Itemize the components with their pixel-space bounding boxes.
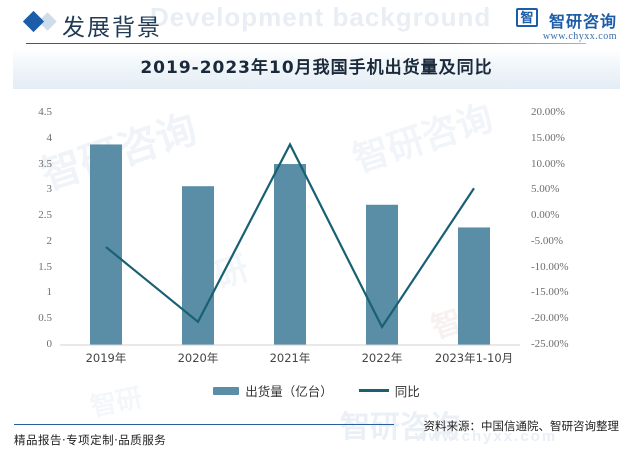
legend-line-swatch-icon [358,389,389,392]
page-title: 发展背景 [62,15,162,41]
footer-source: 资料来源：中国信通院、智研咨询整理 [423,419,620,433]
chart-svg [60,142,520,346]
footer-slogan: 精品报告·专项定制·品质服务 [14,433,167,447]
diamond-bullet-icon [22,10,45,33]
y-left-tick-4.5: 4.5 [38,106,52,118]
bar-2023年1-10月 [458,227,490,345]
y-left-tick-1: 1 [46,286,53,299]
chart-title-band [13,48,620,89]
y-right-tick--10.00%: -10.00% [531,260,569,273]
y-left-tick-1.5: 1.5 [38,260,52,273]
brand-url: www.chyxx.com [542,31,617,42]
x-axis-label-2019年: 2019年 [85,351,127,365]
x-axis-label-2020年: 2020年 [177,351,219,365]
legend-item-bar[interactable]: 出货量（亿台） [213,381,333,400]
y-left-tick-0: 0 [46,338,53,350]
x-axis-label-2022年: 2022年 [361,351,403,365]
brand-logo-icon: 智 [516,8,538,27]
page-header: 发展背景 智 智研咨询 www.chyxx.com [0,0,633,46]
y-right-tick-15.00%: 15.00% [531,131,565,144]
legend-item-line[interactable]: 同比 [358,381,420,400]
x-axis-label-2023年1-10月: 2023年1-10月 [434,351,514,365]
y-left-tick-3: 3 [46,183,53,196]
bar-2021年 [274,164,306,345]
y-right-tick-5.00%: 5.00% [531,183,560,196]
brand-name: 智研咨询 [548,12,617,31]
y-left-tick-3.5: 3.5 [38,157,52,170]
header-divider [26,43,586,44]
chart-title: 2019-2023年10月我国手机出货量及同比 [140,58,493,78]
chart-plot-area: 0 0.5 1 1.5 2 2.5 3 3.5 4 4.5 -25.00% -20.00% -15.0… [0,96,633,366]
y-right-tick--5.00%: -5.00% [531,234,564,247]
yoy-line [105,142,475,330]
y-left-tick-2.5: 2.5 [38,209,52,222]
y-left-tick-2: 2 [46,234,53,247]
x-axis-label-2021年: 2021年 [269,351,311,365]
y-left-tick-4: 4 [46,131,53,144]
bar-2022年 [366,204,398,345]
y-right-tick--20.00%: -20.00% [531,312,569,325]
bar-2019年 [90,144,122,345]
line-series-group [105,142,475,330]
footer-divider [14,424,394,425]
y-left-tick-0.5: 0.5 [38,312,52,325]
bar-series-group [90,144,490,345]
y-right-tick-0.00%: 0.00% [531,209,560,222]
y-right-tick-10.00%: 10.00% [531,157,565,170]
y-right-tick--15.00%: -15.00% [531,286,569,299]
bar-2020年 [182,186,214,345]
y-right-tick--25.00%: -25.00% [531,338,569,350]
y-right-tick-20.00%: 20.00% [531,106,565,118]
legend-label-bar: 出货量（亿台） [245,384,333,399]
legend-label-line: 同比 [394,384,420,399]
chart-legend: 出货量（亿台） 同比 [0,381,633,400]
legend-bar-swatch-icon [213,386,240,395]
